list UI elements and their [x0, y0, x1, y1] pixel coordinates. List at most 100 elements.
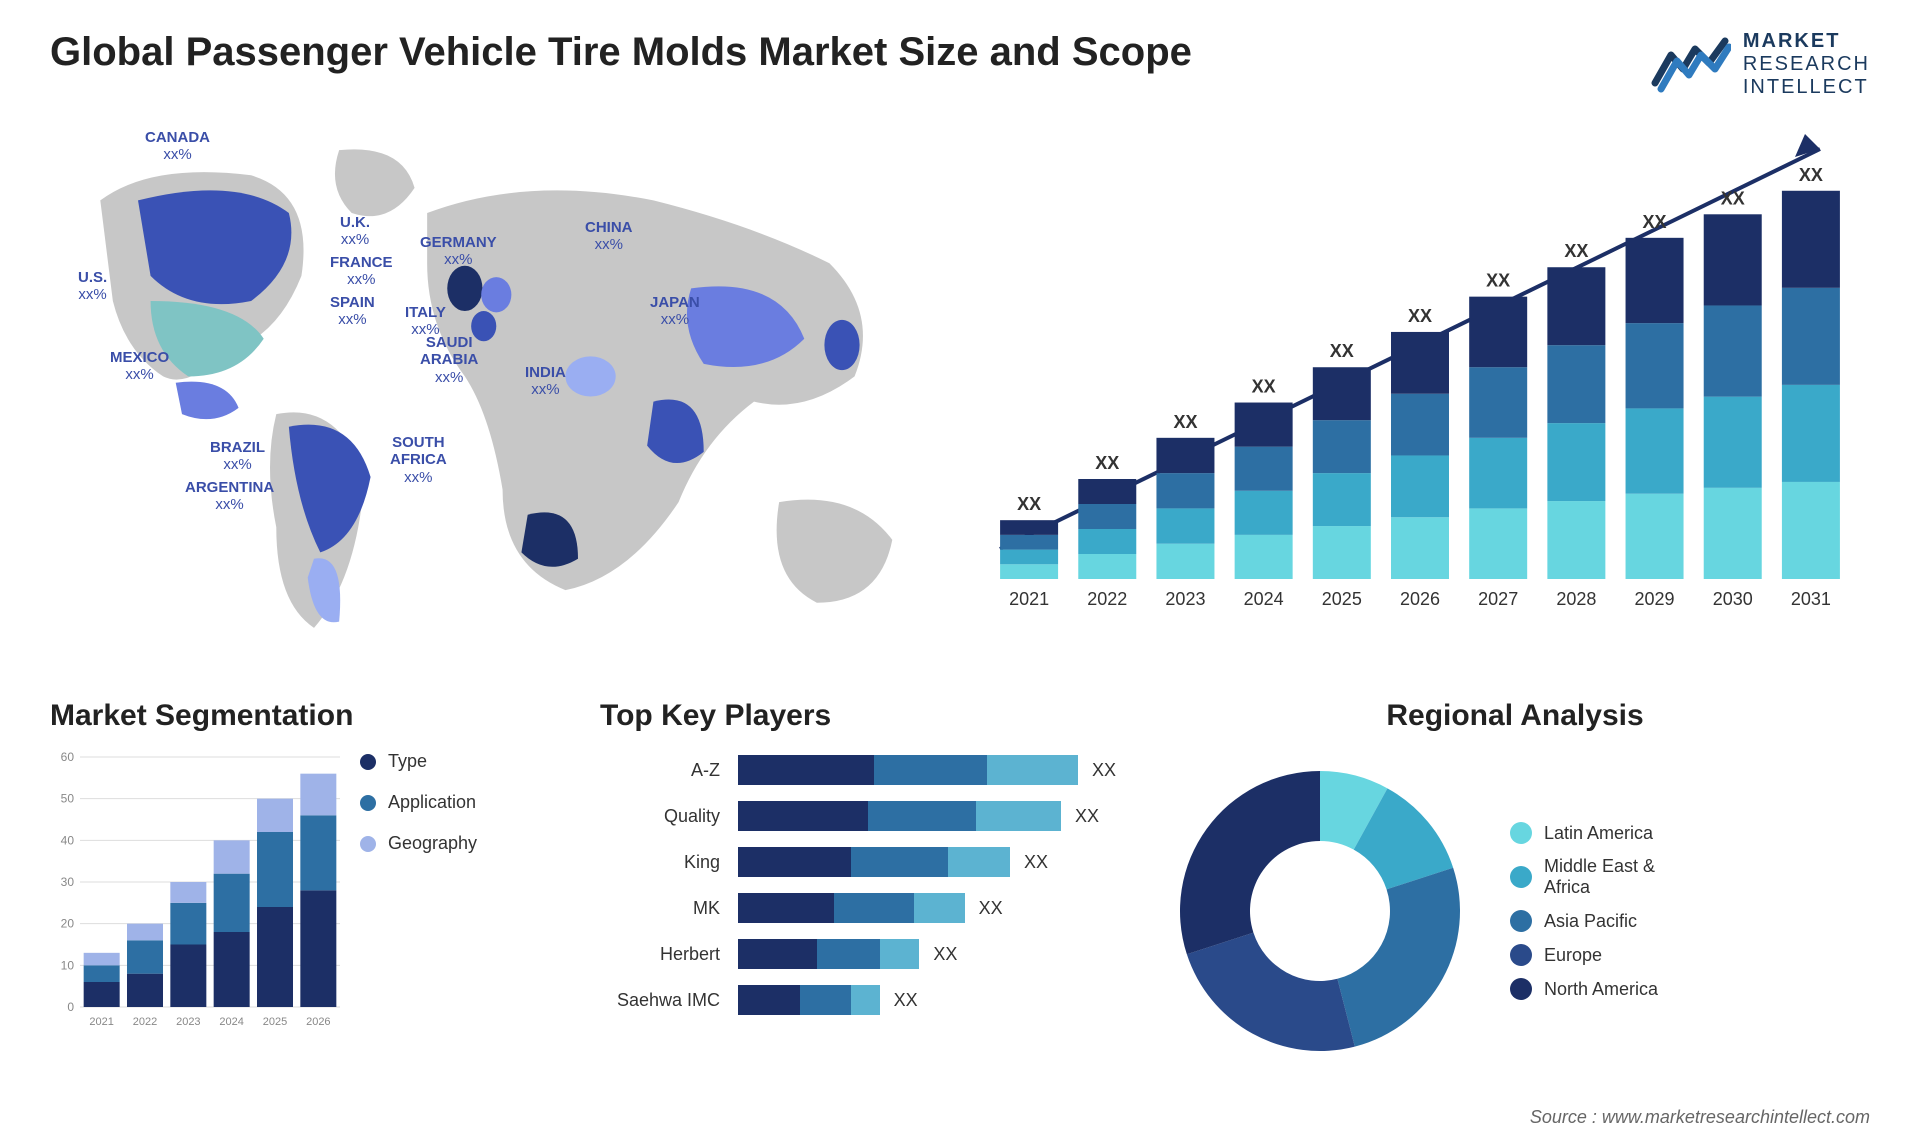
svg-text:2025: 2025 — [1322, 589, 1362, 609]
svg-text:2023: 2023 — [1165, 589, 1205, 609]
segmentation-chart-svg: 0102030405060202120222023202420252026 — [50, 751, 340, 1031]
player-bar-seg — [738, 985, 800, 1015]
players-bars: XX XX XX XX XX XX — [738, 751, 1130, 1015]
map-label: SPAINxx% — [330, 294, 375, 329]
player-label: Quality — [600, 801, 720, 831]
growth-chart-svg: XX2021XX2022XX2023XX2024XX2025XX2026XX20… — [970, 119, 1870, 639]
page-title: Global Passenger Vehicle Tire Molds Mark… — [50, 30, 1192, 75]
legend-label: Asia Pacific — [1544, 911, 1637, 932]
svg-text:XX: XX — [1799, 165, 1823, 185]
player-bar-seg — [880, 939, 920, 969]
map-label: CHINAxx% — [585, 219, 633, 254]
legend-label: Type — [388, 751, 427, 772]
map-label: MEXICOxx% — [110, 349, 169, 384]
map-label: CANADAxx% — [145, 129, 210, 164]
svg-text:2022: 2022 — [1087, 589, 1127, 609]
player-label: Saehwa IMC — [600, 985, 720, 1015]
top-row: CANADAxx%U.S.xx%MEXICOxx%U.K.xx%FRANCExx… — [50, 119, 1870, 659]
svg-text:10: 10 — [61, 958, 75, 972]
svg-text:2024: 2024 — [219, 1016, 243, 1028]
legend-swatch — [1510, 944, 1532, 966]
svg-text:2023: 2023 — [176, 1016, 200, 1028]
map-label: ARGENTINAxx% — [185, 479, 274, 514]
svg-text:2027: 2027 — [1478, 589, 1518, 609]
player-value: XX — [1024, 852, 1048, 873]
regional-title: Regional Analysis — [1160, 699, 1870, 733]
legend-swatch — [1510, 978, 1532, 1000]
legend-label: Middle East &Africa — [1544, 856, 1655, 898]
map-label: GERMANYxx% — [420, 234, 497, 269]
svg-text:0: 0 — [67, 1000, 74, 1014]
svg-text:XX: XX — [1330, 341, 1354, 361]
svg-text:20: 20 — [61, 917, 75, 931]
player-bar-seg — [987, 755, 1078, 785]
legend-swatch — [360, 836, 376, 852]
player-bar-seg — [914, 893, 965, 923]
svg-text:2031: 2031 — [1791, 589, 1831, 609]
player-value: XX — [1092, 760, 1116, 781]
segmentation-panel: Market Segmentation 01020304050602021202… — [50, 699, 570, 1119]
player-bar-row: XX — [738, 893, 1130, 923]
player-bar-row: XX — [738, 939, 1130, 969]
player-bar-seg — [851, 985, 879, 1015]
world-map-icon — [50, 119, 930, 659]
player-bar-row: XX — [738, 801, 1130, 831]
segmentation-title: Market Segmentation — [50, 699, 570, 733]
player-bar-row: XX — [738, 847, 1130, 877]
legend-item: North America — [1510, 978, 1658, 1000]
player-bar — [738, 801, 1061, 831]
legend-label: Application — [388, 792, 476, 813]
svg-text:XX: XX — [1721, 188, 1745, 208]
player-value: XX — [979, 898, 1003, 919]
svg-text:XX: XX — [1252, 377, 1276, 397]
player-bar-seg — [800, 985, 851, 1015]
player-value: XX — [1075, 806, 1099, 827]
logo-line3: INTELLECT — [1743, 76, 1870, 99]
player-bar-seg — [874, 755, 987, 785]
svg-text:2026: 2026 — [1400, 589, 1440, 609]
legend-label: Latin America — [1544, 823, 1653, 844]
svg-text:2028: 2028 — [1556, 589, 1596, 609]
player-bar-row: XX — [738, 985, 1130, 1015]
players-title: Top Key Players — [600, 699, 1130, 733]
svg-text:XX: XX — [1486, 271, 1510, 291]
player-bar-row: XX — [738, 755, 1130, 785]
players-panel: Top Key Players A-ZQualityKingMKHerbertS… — [600, 699, 1130, 1119]
player-bar — [738, 847, 1010, 877]
svg-text:XX: XX — [1095, 453, 1119, 473]
map-label: BRAZILxx% — [210, 439, 265, 474]
svg-text:60: 60 — [61, 751, 75, 764]
legend-swatch — [360, 754, 376, 770]
player-bar-seg — [738, 801, 868, 831]
logo-text: MARKET RESEARCH INTELLECT — [1743, 30, 1870, 99]
player-bar-seg — [834, 893, 913, 923]
legend-item: Geography — [360, 833, 477, 854]
map-label: U.S.xx% — [78, 269, 107, 304]
legend-item: Latin America — [1510, 822, 1658, 844]
map-label: U.K.xx% — [340, 214, 370, 249]
map-label: JAPANxx% — [650, 294, 700, 329]
player-label: A-Z — [600, 755, 720, 785]
segmentation-legend: Type Application Geography — [360, 751, 477, 1031]
svg-text:XX: XX — [1408, 306, 1432, 326]
svg-text:50: 50 — [61, 792, 75, 806]
player-bar — [738, 939, 919, 969]
legend-swatch — [1510, 910, 1532, 932]
regional-donut — [1160, 751, 1480, 1071]
svg-text:2030: 2030 — [1713, 589, 1753, 609]
svg-text:2021: 2021 — [1009, 589, 1049, 609]
player-label: Herbert — [600, 939, 720, 969]
svg-text:2026: 2026 — [306, 1016, 330, 1028]
player-bar-seg — [738, 893, 834, 923]
player-bar-seg — [851, 847, 947, 877]
player-bar-seg — [738, 847, 851, 877]
logo-line1: MARKET — [1743, 30, 1870, 53]
source-attribution: Source : www.marketresearchintellect.com — [1530, 1107, 1870, 1128]
legend-item: Middle East &Africa — [1510, 856, 1658, 898]
logo-line2: RESEARCH — [1743, 53, 1870, 76]
world-map-panel: CANADAxx%U.S.xx%MEXICOxx%U.K.xx%FRANCExx… — [50, 119, 930, 659]
svg-text:40: 40 — [61, 833, 75, 847]
map-label: SOUTHAFRICAxx% — [390, 434, 447, 486]
player-value: XX — [894, 990, 918, 1011]
svg-text:2021: 2021 — [89, 1016, 113, 1028]
